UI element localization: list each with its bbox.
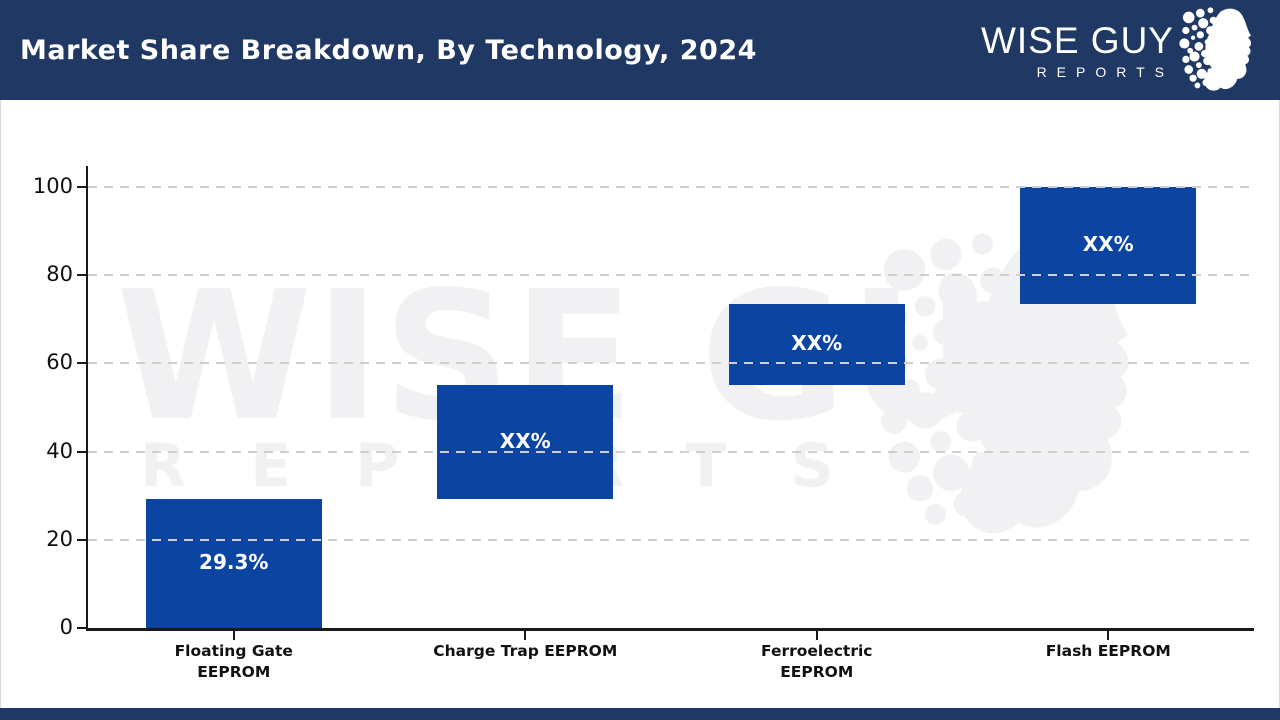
bar [437, 384, 614, 499]
y-axis-line [86, 166, 88, 630]
logo-text: WISE GUY REPORTS [981, 22, 1174, 79]
y-tick-mark [77, 627, 86, 629]
footer-bar [0, 708, 1280, 720]
x-category-label-line: EEPROM [197, 663, 271, 681]
logo-subtitle: REPORTS [1036, 63, 1174, 80]
gridline [88, 186, 1254, 188]
y-tick-mark [77, 274, 86, 277]
bar-value-label: XX% [791, 331, 843, 356]
x-category-label-line: EEPROM [780, 663, 854, 681]
bar [145, 498, 322, 628]
x-tick-mark [524, 631, 527, 640]
x-category-label-line: Flash EEPROM [1045, 642, 1171, 660]
bar [728, 303, 905, 385]
y-tick-mark [77, 450, 86, 453]
gridline [88, 274, 1254, 277]
header-bar: Market Share Breakdown, By Technology, 2… [0, 0, 1280, 100]
bar [1020, 187, 1197, 304]
gridline [88, 538, 1254, 541]
x-category-label-line: Ferroelectric [761, 642, 873, 660]
y-tick-mark [77, 186, 86, 188]
y-tick-label: 0 [59, 615, 73, 639]
wise-guy-logo: WISE GUY REPORTS [981, 3, 1280, 97]
page-title: Market Share Breakdown, By Technology, 2… [20, 34, 757, 66]
x-category-label: Floating Gate EEPROM [94, 641, 374, 683]
gridline [88, 450, 1254, 453]
x-tick-mark [815, 631, 818, 640]
x-category-label: Flash EEPROM [968, 641, 1248, 662]
bar-value-label: XX% [499, 428, 551, 453]
x-axis-line [86, 628, 1254, 631]
x-category-label-line: Charge Trap EEPROM [433, 642, 618, 660]
y-tick-label: 40 [46, 438, 73, 463]
y-tick-label: 80 [46, 262, 73, 287]
y-tick-label: 100 [32, 174, 73, 198]
y-tick-mark [77, 538, 86, 541]
x-tick-mark [1107, 631, 1110, 640]
x-category-label: Ferroelectric EEPROM [677, 641, 957, 683]
logo-wordmark: WISE GUY [980, 19, 1174, 61]
x-category-label-line: Floating Gate [174, 642, 293, 660]
gridline [88, 362, 1254, 365]
x-category-label: Charge Trap EEPROM [385, 641, 665, 662]
x-tick-mark [232, 631, 235, 640]
y-tick-label: 60 [46, 350, 73, 375]
y-tick-mark [77, 362, 86, 365]
y-tick-label: 20 [46, 526, 73, 551]
bar-value-label: XX% [1082, 232, 1134, 257]
bar-value-label: 29.3% [199, 550, 269, 575]
dotted-head-icon [1179, 7, 1252, 91]
